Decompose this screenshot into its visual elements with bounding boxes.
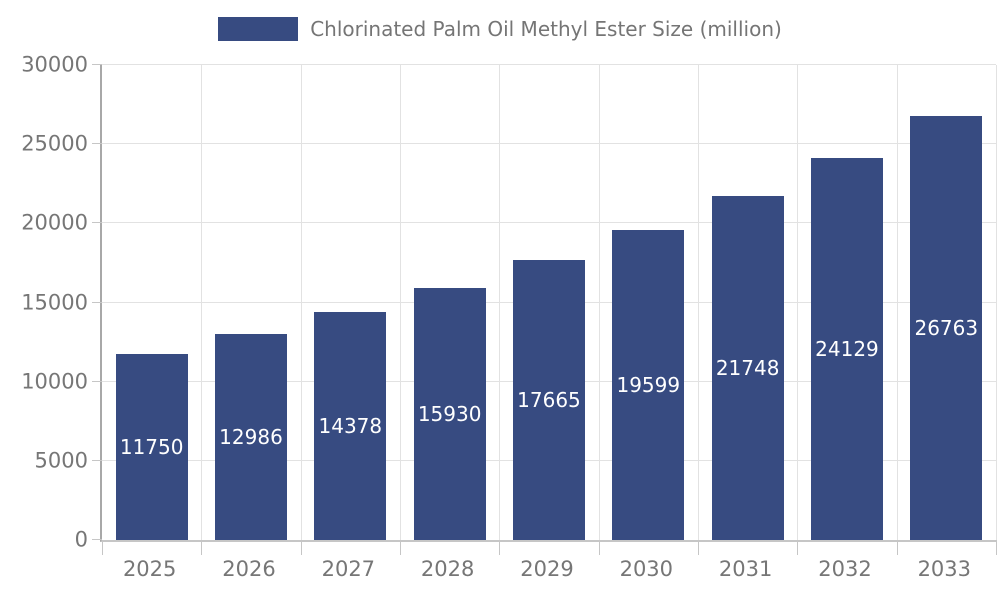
- y-axis-tick-label: 25000: [21, 131, 88, 156]
- x-axis-tick-label: 2025: [122, 557, 177, 581]
- x-axis-tick-label: 2028: [420, 557, 475, 581]
- y-axis-tick: [92, 222, 102, 224]
- bar: 21748: [711, 195, 784, 540]
- x-axis-tick: [996, 540, 997, 555]
- x-axis-tick-label: 2027: [321, 557, 376, 581]
- x-axis-tick-label: 2031: [718, 557, 773, 581]
- y-axis-tick: [92, 301, 102, 303]
- gridline-horizontal: [102, 64, 996, 65]
- bar-column: 26763: [897, 65, 996, 540]
- bar: 17665: [512, 260, 585, 540]
- x-axis-labels: 2025 2026 2027 2028 2029 2030 2031 2032 2033: [100, 557, 994, 581]
- gridline-vertical: [399, 65, 401, 540]
- bar-column: 11750: [102, 65, 201, 540]
- bar: 26763: [910, 116, 983, 540]
- y-axis-tick-label: 15000: [21, 290, 88, 314]
- x-axis-tick: [102, 540, 103, 555]
- y-axis-tick-label: 0: [74, 527, 88, 552]
- gridline-horizontal: [102, 143, 996, 145]
- bar-value-label: 12986: [219, 425, 283, 450]
- bar-value-label: 14378: [318, 414, 383, 439]
- bar-value-label: 26763: [914, 316, 979, 341]
- gridline-vertical: [201, 65, 203, 540]
- bar-column: 15930: [400, 65, 499, 540]
- y-axis-tick-label: 5000: [34, 448, 88, 473]
- plot-area: 11750 12986 14378 15930 17665 19599 21748 24129…: [92, 64, 997, 555]
- y-axis-labels: 0 5000 10000 15000 20000 25000 30000: [0, 54, 88, 550]
- x-axis-tick: [598, 540, 600, 555]
- legend-label: Chlorinated Palm Oil Methyl Ester Size (…: [310, 17, 782, 41]
- x-axis-tick: [896, 540, 898, 555]
- legend-swatch: [218, 17, 299, 41]
- legend[interactable]: Chlorinated Palm Oil Methyl Ester Size (…: [0, 17, 1000, 41]
- y-axis-tick-label: 10000: [21, 369, 88, 394]
- bar-value-label: 11750: [119, 434, 184, 459]
- x-axis-tick-label: 2029: [520, 557, 574, 581]
- bar: 11750: [115, 353, 188, 540]
- x-axis-tick: [300, 540, 302, 555]
- gridline-vertical: [598, 65, 600, 540]
- bar-column: 17665: [499, 65, 598, 540]
- y-axis-tick: [92, 143, 102, 145]
- bar-column: 14378: [301, 65, 400, 540]
- y-axis-tick-label: 30000: [21, 52, 88, 77]
- x-axis-tick-label: 2030: [619, 557, 674, 581]
- y-axis-tick: [92, 64, 102, 65]
- gridline-vertical: [797, 65, 799, 540]
- x-axis-tick: [697, 540, 699, 555]
- y-axis-tick: [92, 380, 102, 382]
- y-axis-tick-label: 20000: [21, 210, 88, 235]
- x-axis-tick: [399, 540, 401, 555]
- bar: 24129: [810, 157, 883, 540]
- bar: 12986: [214, 334, 287, 540]
- gridline-horizontal: [102, 222, 996, 224]
- gridline-vertical: [896, 65, 898, 540]
- gridline-vertical: [499, 65, 501, 540]
- bar-value-label: 17665: [517, 388, 581, 413]
- bar-value-label: 24129: [815, 336, 879, 361]
- gridline-vertical: [697, 65, 699, 540]
- x-axis-tick-label: 2032: [818, 557, 872, 581]
- bar-value-label: 19599: [616, 372, 681, 397]
- bar-value-label: 21748: [715, 355, 780, 380]
- bars-container: 11750 12986 14378 15930 17665 19599 21748 24129…: [102, 65, 996, 540]
- bar-column: 24129: [797, 65, 896, 540]
- y-axis-tick: [92, 459, 102, 461]
- gridline-vertical: [996, 65, 997, 540]
- x-axis-tick-label: 2033: [917, 557, 972, 581]
- bar: 14378: [314, 312, 387, 540]
- bar-column: 21748: [698, 65, 797, 540]
- bar-column: 19599: [599, 65, 698, 540]
- x-axis-tick-label: 2026: [222, 557, 276, 581]
- bar: 15930: [413, 287, 486, 540]
- gridline-vertical: [300, 65, 302, 540]
- y-axis-tick: [92, 539, 102, 540]
- bar-column: 12986: [201, 65, 300, 540]
- x-axis-tick: [499, 540, 501, 555]
- x-axis-tick: [201, 540, 203, 555]
- bar-value-label: 15930: [417, 401, 482, 426]
- x-axis-tick: [797, 540, 799, 555]
- bar: 19599: [612, 229, 685, 540]
